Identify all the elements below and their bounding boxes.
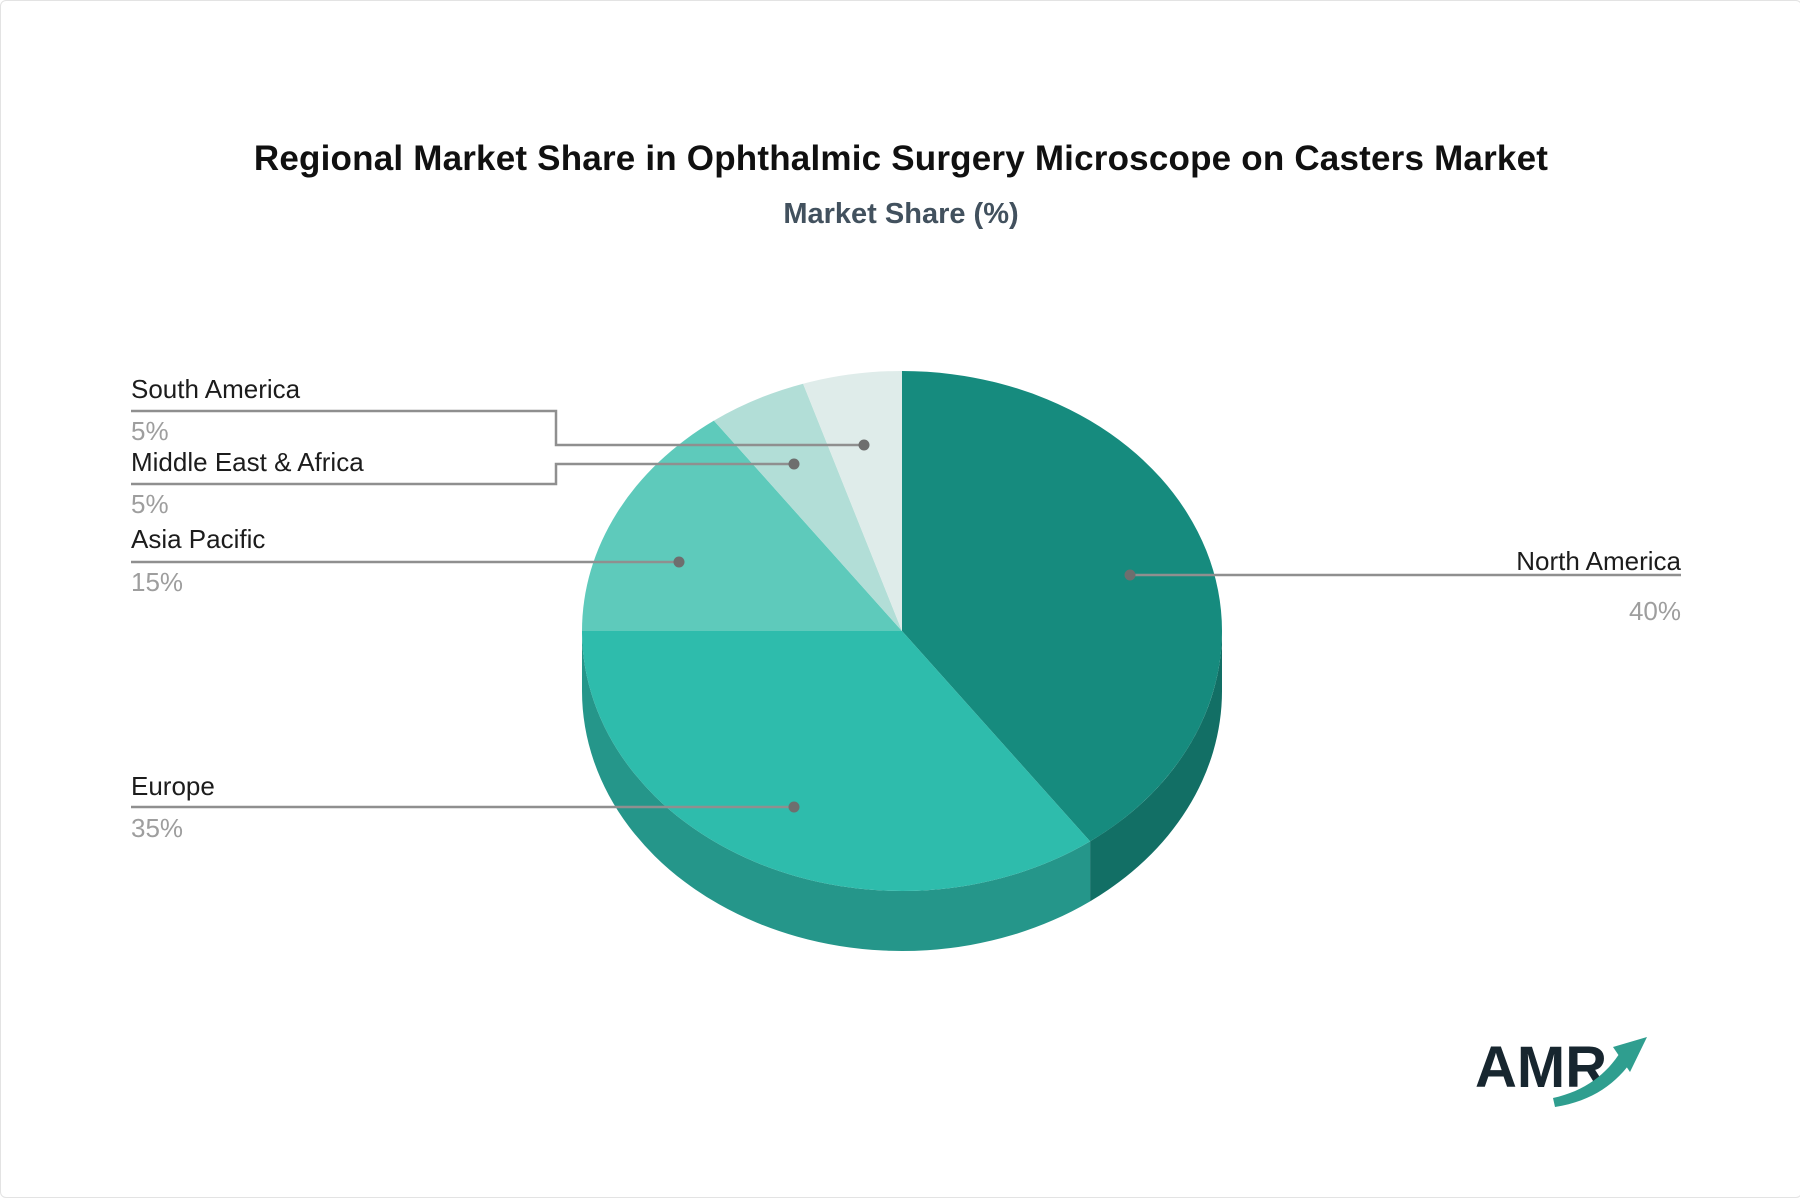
pie-side-europe — [582, 631, 1091, 951]
value-middle-east-africa: 5% — [131, 489, 169, 519]
label-south-america: South America — [131, 374, 301, 404]
pie-slice-south-america[interactable] — [803, 371, 902, 631]
pie-slice-north-america[interactable] — [902, 371, 1223, 842]
label-europe: Europe — [131, 771, 215, 801]
leader-dot-south-america — [858, 439, 870, 451]
label-asia-pacific: Asia Pacific — [131, 524, 266, 554]
leader-dot-middle-east-africa — [788, 458, 800, 470]
chart-title: Regional Market Share in Ophthalmic Surg… — [253, 139, 1549, 178]
leader-dot-asia-pacific — [673, 556, 685, 568]
leader-dot-north-america — [1124, 569, 1136, 581]
value-south-america: 5% — [131, 416, 169, 446]
amr-logo-arrow-shaft — [1553, 1051, 1633, 1107]
amr-logo-arrowhead-icon — [1613, 1037, 1647, 1072]
label-north-america: North America — [1516, 546, 1681, 576]
value-north-america: 40% — [1628, 596, 1681, 626]
value-asia-pacific: 15% — [131, 567, 184, 597]
amr-logo: AMR — [1475, 1035, 1647, 1107]
pie-slice-asia-pacific[interactable] — [582, 420, 902, 631]
chart-subtitle: Market Share (%) — [783, 198, 1019, 230]
pie-slice-europe[interactable] — [582, 631, 1091, 892]
leader-line-middle-east-africa — [131, 462, 794, 486]
leader-line-south-america — [131, 409, 864, 447]
label-middle-east-africa: Middle East & Africa — [131, 447, 364, 477]
pie-side-north-america — [1090, 631, 1222, 902]
value-europe: 35% — [131, 813, 184, 843]
leader-dot-europe — [788, 801, 800, 813]
